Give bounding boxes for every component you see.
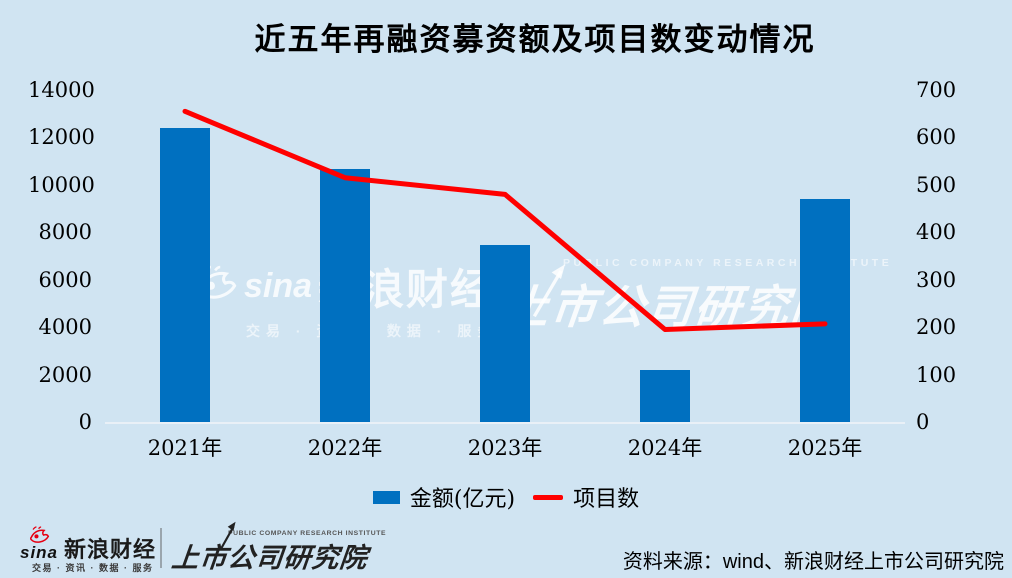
y-axis-right-tick: 200 (916, 315, 957, 340)
x-axis-label-2022年: 2022年 (307, 436, 383, 460)
legend-amount-label: 金额(亿元) (409, 487, 516, 512)
y-axis-right-tick: 700 (916, 78, 957, 102)
sina-finance-logo-text: 新浪财经 (64, 537, 157, 562)
bar-2021年 (160, 127, 210, 422)
y-axis-left-tick: 12000 (28, 125, 95, 150)
y-axis-left-tick: 4000 (38, 315, 92, 340)
y-axis-left-tick: 0 (78, 410, 92, 434)
y-axis-right-tick: 500 (916, 172, 957, 197)
data-source-text: 资料来源：wind、新浪财经上市公司研究院 (622, 551, 1004, 573)
y-axis-right-tick: 600 (916, 125, 957, 150)
legend: 金额(亿元) 项目数 (0, 481, 1012, 513)
sina-logo-text: sina (20, 543, 59, 562)
bar-2022年 (320, 169, 370, 422)
bar-2023年 (480, 245, 530, 422)
institute-logo-en: PUBLIC COMPANY RESEARCH INSTITUTE (228, 530, 387, 537)
y-axis-left-tick: 8000 (38, 220, 92, 245)
watermark-sina-tagline: 交易 · 资讯 · 数据 · 服务 (246, 323, 498, 339)
legend-bar-swatch (372, 490, 400, 504)
x-axis-label-2021年: 2021年 (147, 436, 223, 460)
y-axis-left-tick: 6000 (38, 267, 92, 292)
x-axis-label-2023年: 2023年 (467, 436, 543, 460)
y-axis-left-tick: 2000 (38, 362, 92, 387)
legend-line-swatch (533, 494, 564, 500)
sina-tagline: 交易 · 资讯 · 数据 · 服务 (32, 563, 154, 573)
arrow-watermark-icon (529, 263, 569, 324)
chart-title: 近五年再融资募资额及项目数变动情况 (254, 22, 816, 57)
institute-logo-text: 上市公司研究院 (170, 543, 370, 573)
bar-2024年 (640, 369, 690, 422)
footer-divider (160, 528, 162, 568)
y-axis-right-tick: 100 (916, 362, 957, 387)
y-axis-left-tick: 14000 (28, 78, 95, 102)
y-axis-right-tick: 300 (916, 267, 957, 292)
footer: sina 新浪财经 交易 · 资讯 · 数据 · 服务 PUBLIC COMPA… (0, 520, 1012, 578)
bar-2025年 (800, 199, 850, 422)
y-axis-right-tick: 400 (916, 220, 957, 245)
legend-count-label: 项目数 (573, 487, 640, 512)
x-axis-baseline (105, 422, 905, 424)
y-axis-right-tick: 0 (916, 410, 930, 434)
sina-eye-icon (28, 526, 50, 550)
arrow-logo-icon (214, 521, 240, 556)
y-axis-left-tick: 10000 (28, 172, 95, 197)
x-axis-label-2025年: 2025年 (787, 436, 863, 460)
watermark-sina-brand: sina (244, 267, 313, 305)
x-axis-label-2024年: 2024年 (627, 436, 703, 460)
